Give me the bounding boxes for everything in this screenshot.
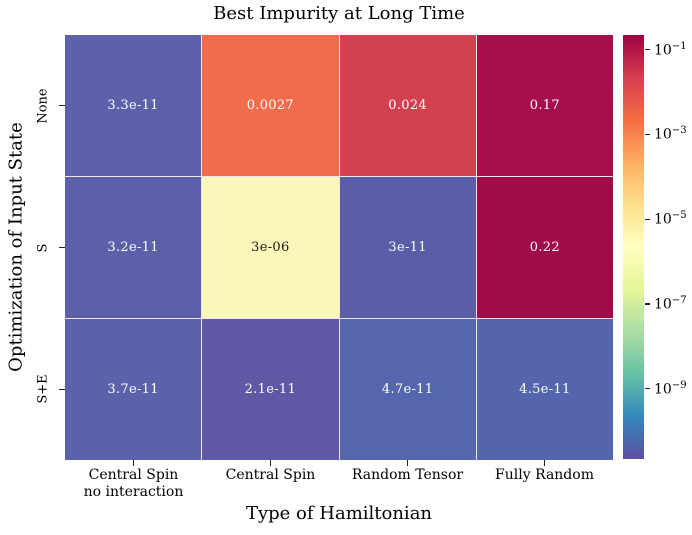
x-tick-mark xyxy=(406,460,409,466)
heatmap-cell: 3e-06 xyxy=(202,177,339,318)
heatmap-cell: 0.22 xyxy=(476,177,613,318)
heatmap-cell: 3.2e-11 xyxy=(65,177,202,318)
heatmap-grid: 3.3e-11 0.0027 0.024 0.17 3.2e-11 3e-06 3e-11 0… xyxy=(65,35,613,460)
x-tick-label: Central Spin no interaction xyxy=(83,467,184,501)
heatmap-cell: 3e-11 xyxy=(339,177,476,318)
colorbar-tick-mark xyxy=(645,133,650,135)
x-axis-label: Type of Hamiltonian xyxy=(245,503,433,524)
chart-title: Best Impurity at Long Time xyxy=(213,3,465,24)
heatmap-cell: 3.7e-11 xyxy=(65,319,202,460)
heatmap-cell: 0.024 xyxy=(339,35,476,176)
x-tick-mark xyxy=(543,460,546,466)
y-tick-label: None xyxy=(35,88,51,124)
heatmap-cell: 2.1e-11 xyxy=(202,319,339,460)
y-axis-label: Optimization of Input State xyxy=(5,122,27,372)
x-tick-mark xyxy=(269,460,272,466)
colorbar-tick-label: 10−7 xyxy=(654,294,687,313)
colorbar-tick-mark xyxy=(645,388,650,390)
colorbar-tick-mark xyxy=(645,48,650,51)
x-tick-label: Central Spin xyxy=(225,467,316,483)
x-tick-label: Random Tensor xyxy=(351,467,464,483)
colorbar-tick-mark xyxy=(645,218,650,220)
y-tick-mark xyxy=(59,388,65,390)
colorbar-tick-label: 10−9 xyxy=(654,379,687,398)
colorbar-tick-mark xyxy=(645,303,650,305)
heatmap-cell: 4.7e-11 xyxy=(339,319,476,460)
heatmap-cell: 0.0027 xyxy=(202,35,339,176)
colorbar-tick-label: 10−5 xyxy=(654,209,687,228)
y-tick-label: S+E xyxy=(35,374,51,404)
colorbar-tick-label: 10−3 xyxy=(654,125,687,143)
heatmap-cell: 3.3e-11 xyxy=(65,35,202,176)
y-tick-label: S xyxy=(35,243,51,252)
heatmap-cell: 4.5e-11 xyxy=(476,319,613,460)
colorbar-tick-label: 10−1 xyxy=(654,40,687,58)
y-tick-mark xyxy=(59,246,65,249)
x-tick-label: Fully Random xyxy=(495,467,594,483)
x-tick-mark xyxy=(132,460,135,466)
colorbar-gradient xyxy=(623,35,644,459)
y-tick-mark xyxy=(59,105,65,107)
heatmap-cell: 0.17 xyxy=(476,35,613,176)
